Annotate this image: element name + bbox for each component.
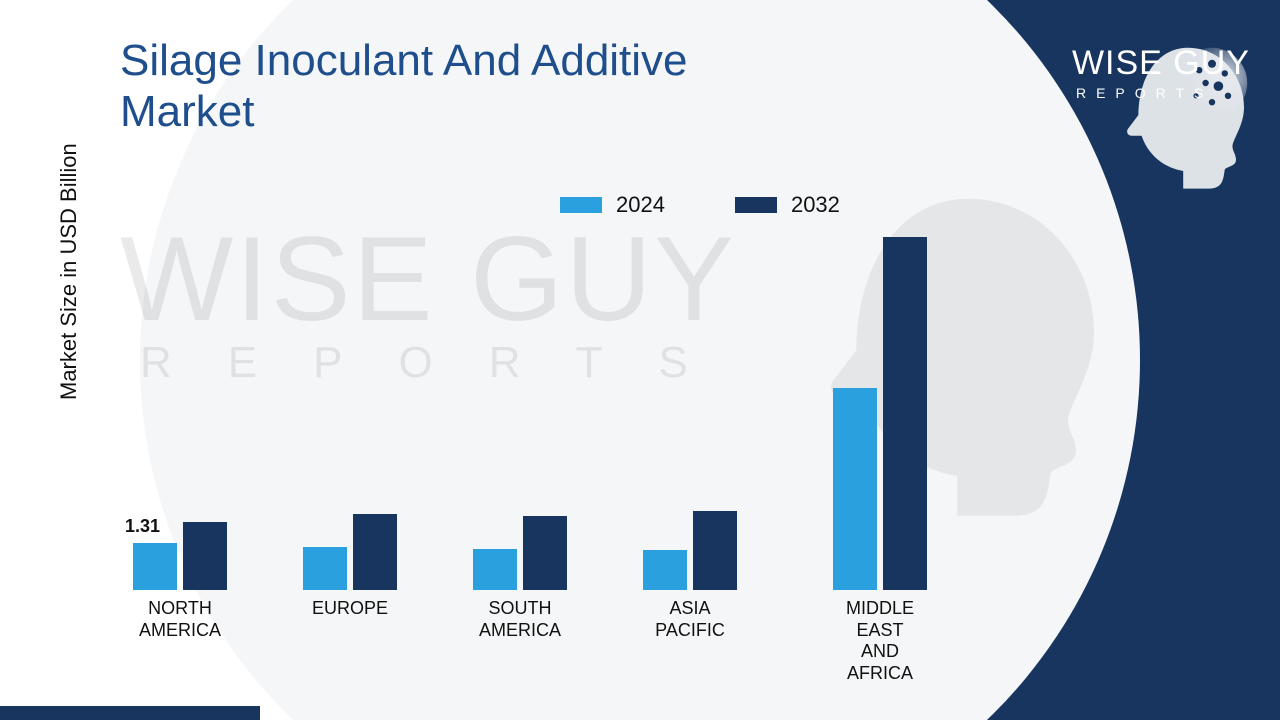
legend-label: 2032 xyxy=(791,192,840,218)
bar xyxy=(693,511,737,590)
bar-value-label: 1.31 xyxy=(125,516,160,537)
brand-logo: WISE GUY REPORTS xyxy=(1072,44,1250,101)
bar xyxy=(303,547,347,590)
bar xyxy=(473,549,517,590)
logo-line1: WISE GUY xyxy=(1072,44,1250,83)
legend-swatch xyxy=(560,197,602,213)
y-axis-label: Market Size in USD Billion xyxy=(56,143,82,400)
stage: WISE GUY REPORTS WISE GUY REPORTS Silage… xyxy=(0,0,1280,720)
bar xyxy=(523,516,567,590)
legend-item: 2024 xyxy=(560,192,665,218)
bar xyxy=(183,522,227,590)
x-axis-label: NORTHAMERICA xyxy=(110,598,250,641)
bar xyxy=(353,514,397,590)
plot: 1.31 xyxy=(110,230,970,590)
bottom-accent-bar xyxy=(0,706,260,720)
bar xyxy=(883,237,927,590)
x-axis-label: ASIAPACIFIC xyxy=(620,598,760,641)
x-axis-label: MIDDLEEASTANDAFRICA xyxy=(810,598,950,684)
x-axis-label: SOUTHAMERICA xyxy=(450,598,590,641)
chart-area: 1.31 xyxy=(110,230,970,590)
logo-line2: REPORTS xyxy=(1072,85,1250,101)
legend-swatch xyxy=(735,197,777,213)
legend-label: 2024 xyxy=(616,192,665,218)
bar xyxy=(833,388,877,590)
legend: 2024 2032 xyxy=(560,192,840,218)
bar xyxy=(643,550,687,590)
legend-item: 2032 xyxy=(735,192,840,218)
x-axis-label: EUROPE xyxy=(280,598,420,620)
chart-title: Silage Inoculant And Additive Market xyxy=(120,36,740,137)
bar xyxy=(133,543,177,590)
